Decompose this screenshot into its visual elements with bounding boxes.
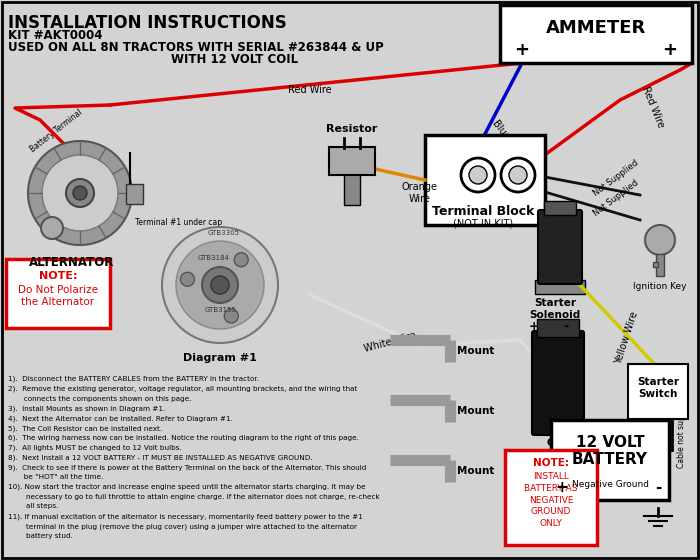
Text: necessary to go to full throttle to attain engine charge. If the alternator does: necessary to go to full throttle to atta…: [8, 493, 379, 500]
FancyBboxPatch shape: [126, 184, 143, 204]
Text: 12 VOLT
BATTERY: 12 VOLT BATTERY: [572, 435, 648, 468]
Text: GTB3305: GTB3305: [208, 230, 240, 236]
Text: 5).  The Coil Resistor can be installed next.: 5). The Coil Resistor can be installed n…: [8, 425, 162, 432]
Text: Battery Terminal: Battery Terminal: [28, 108, 83, 154]
Bar: [628, 364, 688, 419]
FancyBboxPatch shape: [344, 173, 360, 205]
Text: Negative Ground: Negative Ground: [571, 480, 648, 489]
Text: Not Supplied: Not Supplied: [592, 158, 640, 198]
Text: +: +: [514, 41, 529, 59]
Text: Blue Wire: Blue Wire: [490, 118, 526, 161]
Circle shape: [234, 253, 248, 267]
Circle shape: [66, 179, 94, 207]
Text: INSTALL
BATTERY AS
NEGATIVE
GROUND
ONLY: INSTALL BATTERY AS NEGATIVE GROUND ONLY: [524, 472, 577, 528]
Text: be "HOT" all the time.: be "HOT" all the time.: [8, 474, 104, 480]
Bar: [551, 420, 669, 500]
Text: AMMETER: AMMETER: [546, 19, 646, 37]
Text: Terminal #1 under cap: Terminal #1 under cap: [135, 218, 222, 227]
Text: NOTE:: NOTE:: [533, 458, 569, 468]
Text: terminal in the plug (remove the plug cover) using a jumper wire attached to the: terminal in the plug (remove the plug co…: [8, 523, 357, 530]
Text: Do Not Polarize
the Alternator: Do Not Polarize the Alternator: [18, 285, 98, 307]
Text: Terminal Block: Terminal Block: [432, 205, 534, 218]
Text: +: +: [556, 480, 568, 495]
Circle shape: [202, 267, 238, 303]
Text: INSTALLATION INSTRUCTIONS: INSTALLATION INSTRUCTIONS: [8, 14, 287, 32]
Circle shape: [176, 241, 264, 329]
Text: ALTERNATOR: ALTERNATOR: [29, 256, 115, 269]
Text: 11). If manual excitation of the alternator is necessary, momentarily feed batte: 11). If manual excitation of the alterna…: [8, 513, 363, 520]
Circle shape: [28, 141, 132, 245]
Text: Mount: Mount: [457, 346, 494, 356]
Text: 9).  Check to see if there is power at the Battery Terminal on the back of the A: 9). Check to see if there is power at th…: [8, 464, 366, 471]
FancyBboxPatch shape: [538, 210, 582, 284]
FancyBboxPatch shape: [537, 319, 579, 337]
Text: (NOT IN KIT): (NOT IN KIT): [453, 218, 513, 228]
Text: 1).  Disconnect the BATTERY CABLES from the BATTERY in the tractor.: 1). Disconnect the BATTERY CABLES from t…: [8, 376, 259, 382]
FancyBboxPatch shape: [6, 259, 110, 328]
Text: Diagram #1: Diagram #1: [183, 353, 257, 363]
Bar: [653, 262, 658, 267]
Text: Resistor: Resistor: [326, 124, 378, 134]
FancyBboxPatch shape: [544, 201, 576, 215]
Circle shape: [73, 186, 87, 200]
Text: GTB3184: GTB3184: [198, 255, 230, 261]
Text: USED ON ALL 8N TRACTORS WITH SERIAL #263844 & UP: USED ON ALL 8N TRACTORS WITH SERIAL #263…: [8, 41, 384, 54]
Text: Cable not supplied: Cable not supplied: [677, 396, 686, 468]
Text: 6).  The wiring harness now can be installed. Notice the routing diagram to the : 6). The wiring harness now can be instal…: [8, 435, 359, 441]
Text: -: -: [654, 480, 661, 495]
Text: Ignition Key: Ignition Key: [634, 282, 687, 291]
Circle shape: [42, 155, 118, 231]
FancyBboxPatch shape: [535, 280, 585, 294]
Text: Not Supplied: Not Supplied: [592, 178, 640, 218]
Text: Yellow Wire: Yellow Wire: [613, 310, 640, 365]
Circle shape: [224, 309, 238, 323]
Text: Starter
Switch: Starter Switch: [637, 377, 679, 399]
Text: White Wire: White Wire: [363, 330, 417, 353]
Text: Starter
Solenoid: Starter Solenoid: [529, 298, 580, 320]
Circle shape: [181, 272, 195, 286]
Circle shape: [461, 158, 495, 192]
Text: 2).  Remove the existing generator, voltage regulator, all mounting brackets, an: 2). Remove the existing generator, volta…: [8, 386, 358, 393]
Bar: [425, 135, 545, 225]
Text: -: -: [564, 320, 568, 333]
Circle shape: [211, 276, 229, 294]
Circle shape: [469, 166, 487, 184]
Circle shape: [501, 158, 535, 192]
Text: Mount: Mount: [457, 466, 494, 476]
Text: 4).  Next the Alternator can be installed. Refer to Diagram #1.: 4). Next the Alternator can be installed…: [8, 415, 233, 422]
Text: battery stud.: battery stud.: [8, 533, 73, 539]
Circle shape: [162, 227, 278, 343]
Text: +: +: [528, 320, 539, 333]
Circle shape: [41, 217, 63, 239]
Text: Coil: Coil: [547, 438, 570, 448]
Text: 8).  Next Install a 12 VOLT BATTERY - IT MUST BE INSTALLED AS NEGATIVE GROUND.: 8). Next Install a 12 VOLT BATTERY - IT …: [8, 454, 313, 461]
Bar: [505, 450, 597, 545]
Text: Red Wire: Red Wire: [288, 85, 332, 95]
Circle shape: [509, 166, 527, 184]
Text: all steps.: all steps.: [8, 503, 58, 510]
Text: Red Wire: Red Wire: [640, 85, 666, 129]
Text: NOTE:: NOTE:: [38, 271, 77, 281]
Text: GTB3155: GTB3155: [205, 307, 237, 313]
Circle shape: [645, 225, 675, 255]
Text: Mount: Mount: [457, 406, 494, 416]
Text: 10). Now start the tractor and increase engine speed until the alternator starts: 10). Now start the tractor and increase …: [8, 484, 365, 491]
Bar: [656, 254, 664, 276]
Text: 7).  All lights MUST be changed to 12 Volt bulbs.: 7). All lights MUST be changed to 12 Vol…: [8, 445, 182, 451]
Text: Orange
Wire: Orange Wire: [402, 182, 438, 204]
Text: 3).  Install Mounts as shown in Diagram #1.: 3). Install Mounts as shown in Diagram #…: [8, 405, 165, 412]
Text: +: +: [662, 41, 678, 59]
FancyBboxPatch shape: [532, 331, 584, 435]
Bar: [500, 5, 692, 63]
FancyBboxPatch shape: [329, 147, 375, 175]
Text: WITH 12 VOLT COIL: WITH 12 VOLT COIL: [172, 53, 299, 66]
Text: connects the components shown on this page.: connects the components shown on this pa…: [8, 395, 192, 402]
Text: KIT #AKT0004: KIT #AKT0004: [8, 29, 102, 42]
